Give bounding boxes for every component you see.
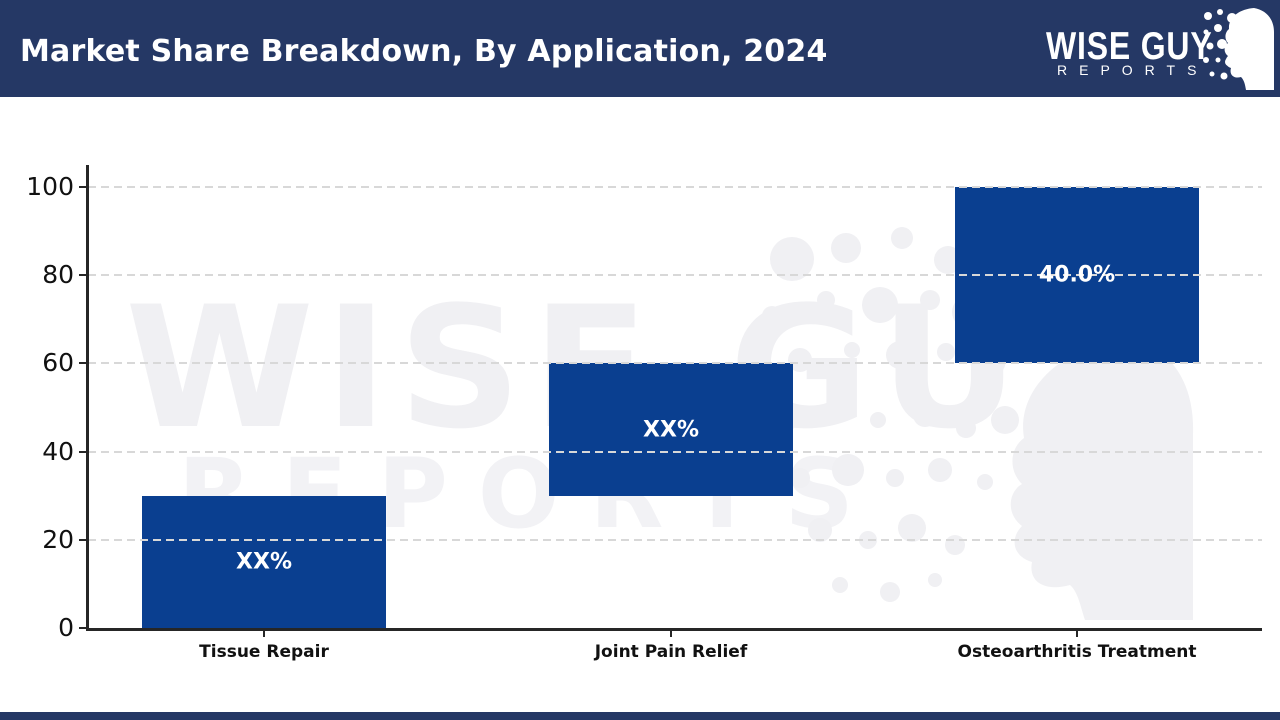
y-tick-40 [79, 450, 88, 453]
x-axis-line [86, 628, 1262, 631]
logo-wordmark: WISE GUY [1046, 25, 1213, 68]
y-tick-label-0: 0 [58, 613, 74, 642]
category-label: Osteoarthritis Treatment [957, 642, 1197, 662]
y-tick-label-100: 100 [26, 172, 74, 201]
y-tick-0 [79, 627, 88, 629]
x-tick-1 [670, 628, 672, 637]
y-tick-label-40: 40 [42, 436, 74, 466]
bar-segment [142, 495, 386, 628]
gridline-40 [88, 450, 1262, 453]
bar-segment [549, 363, 793, 496]
y-tick-label-80: 80 [42, 260, 74, 290]
gridline-20 [88, 538, 1262, 541]
y-tick-100 [79, 186, 88, 188]
gridline-60 [88, 362, 1262, 365]
bar-value-label: XX% [643, 417, 699, 443]
logo-face-icon [1203, 8, 1274, 90]
page-title: Market Share Breakdown, By Application, … [20, 34, 828, 69]
y-tick-60 [79, 362, 88, 365]
gridline-80 [88, 274, 1262, 277]
y-axis-line [86, 165, 89, 631]
y-tick-80 [79, 274, 88, 277]
bar-value-label: 40.0% [1038, 262, 1116, 288]
x-tick-0 [263, 628, 265, 637]
y-tick-label-60: 60 [42, 348, 74, 378]
category-label: Tissue Repair [199, 642, 329, 662]
header-bar: Market Share Breakdown, By Application, … [0, 0, 1280, 97]
y-tick-20 [79, 538, 88, 541]
y-tick-label-20: 20 [42, 524, 74, 554]
x-tick-2 [1076, 628, 1078, 637]
footer-bar [0, 712, 1280, 720]
logo-subtext: REPORTS [1057, 62, 1209, 78]
bar-value-label: XX% [236, 549, 292, 575]
gridline-100 [88, 186, 1262, 188]
category-label: Joint Pain Relief [594, 642, 748, 662]
